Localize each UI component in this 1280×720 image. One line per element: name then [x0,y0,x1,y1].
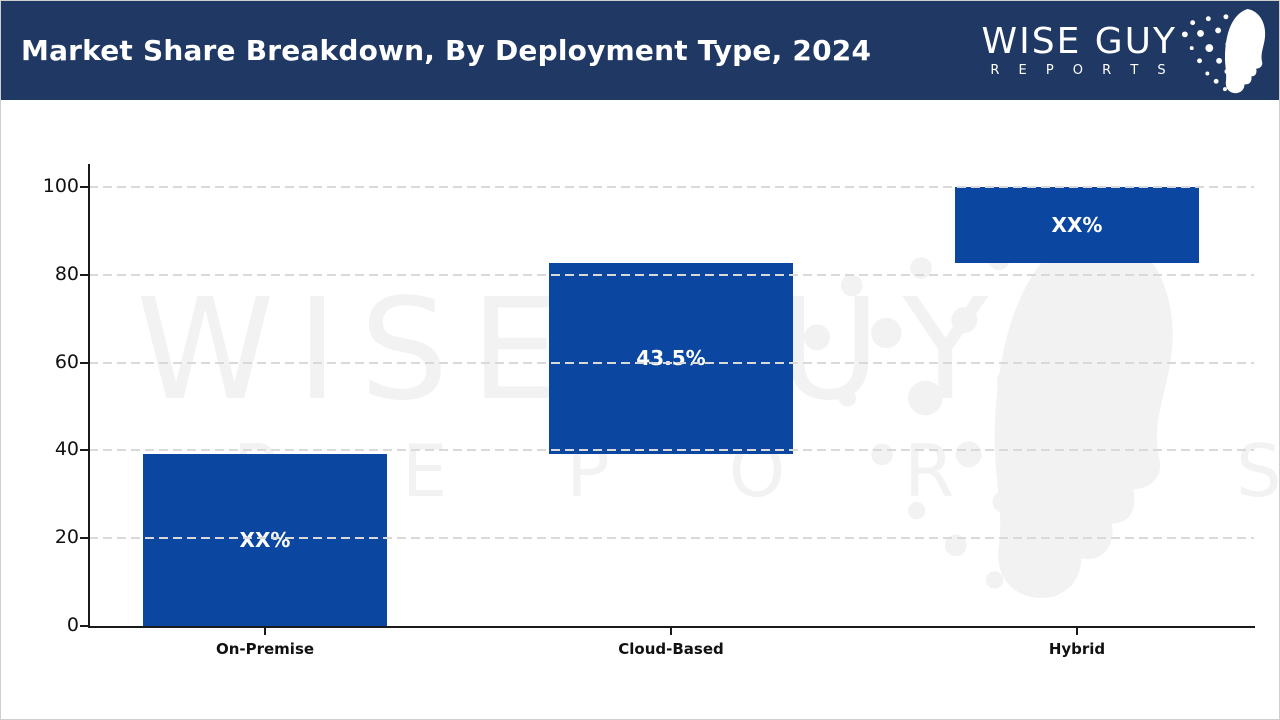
y-tick-label-0: 0 [66,614,79,636]
bar-cloud-based: 43.5% [549,262,793,454]
y-axis-line [88,164,90,628]
brand-face-icon [1179,7,1267,95]
y-tick-mark-80 [80,273,88,276]
header-bar: Market Share Breakdown, By Deployment Ty… [1,1,1279,100]
y-tick-label-60: 60 [54,350,79,373]
x-axis-label-cloud-based: Cloud-Based [618,640,724,658]
y-tick-label-100: 100 [42,175,79,197]
x-axis-label-on-premise: On-Premise [215,640,315,658]
x-tick-mark-on-premise [264,628,266,635]
bar-value-label-hybrid: XX% [1051,212,1103,237]
brand-wordmark: WISE GUY R E P O R T S [981,21,1177,79]
watermark-face-icon [791,216,1181,606]
bar-on-premise: XX% [143,453,387,626]
page-title: Market Share Breakdown, By Deployment Ty… [21,34,872,67]
x-axis-label-hybrid: Hybrid [1048,640,1106,658]
gridline-20 [89,537,1254,540]
y-tick-mark-100 [80,186,88,188]
brand-logo: WISE GUY R E P O R T S [982,6,1268,96]
gridline-100 [89,186,1254,188]
x-axis-line [88,626,1255,628]
y-tick-mark-40 [80,449,88,452]
y-tick-label-40: 40 [54,438,79,461]
y-tick-label-20: 20 [54,526,79,549]
gridline-80 [89,273,1254,276]
bar-hybrid: XX% [955,187,1199,263]
gridline-60 [89,361,1254,364]
y-tick-mark-60 [80,361,88,364]
x-tick-mark-hybrid [1076,628,1078,635]
bar-value-label-cloud-based: 43.5% [636,346,706,371]
x-tick-mark-cloud-based [670,628,672,635]
y-tick-mark-20 [80,537,88,540]
bar-value-label-on-premise: XX% [239,527,291,552]
y-tick-label-80: 80 [54,262,79,285]
y-tick-mark-0 [80,625,88,627]
gridline-40 [89,449,1254,452]
